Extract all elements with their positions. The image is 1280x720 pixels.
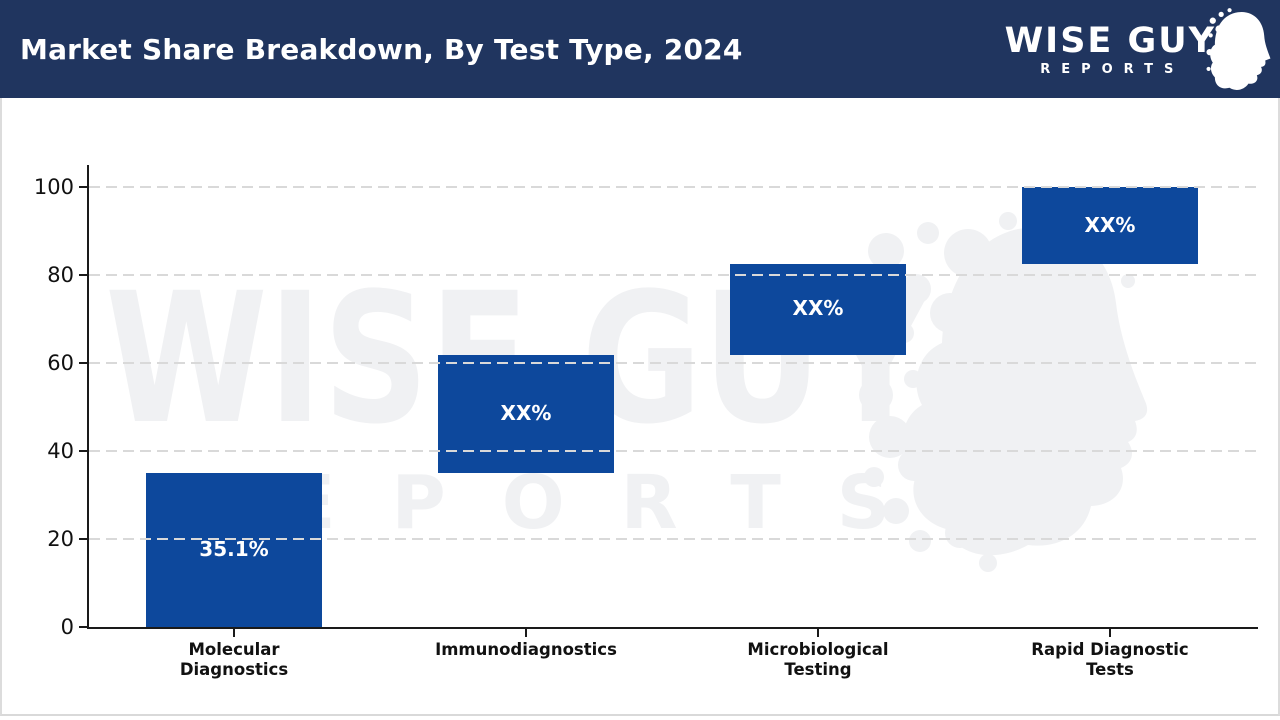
logo-wordmark: WISE GUY [1004,20,1216,61]
y-axis-tick [79,626,87,628]
gridline [89,274,1258,276]
bar-molecular-diagnostics: 35.1% [146,472,322,627]
y-axis-tick [79,538,87,540]
y-axis-tick [79,274,87,276]
category-label-molecular-diagnostics: Molecular Diagnostics [94,640,374,680]
bar-value-label: XX% [1084,212,1136,237]
header-bar: Market Share Breakdown, By Test Type, 20… [0,0,1280,98]
bar-value-label: XX% [500,400,552,425]
chart-area: WISE GUY REPORTS 0 20 40 60 80 100 35.1% XX% XX%… [0,98,1280,720]
watermark-head-icon [859,211,1148,572]
category-label-line: Testing [784,660,852,679]
category-label-immunodiagnostics: Immunodiagnostics [386,640,666,660]
x-axis-tick [233,629,235,637]
y-axis-tick [79,450,87,452]
bar-value-label: 35.1% [199,536,269,561]
bar-microbiological-testing: XX% [730,264,906,355]
logo-subtitle: REPORTS [1040,61,1185,77]
bar-value-label: XX% [792,296,844,321]
gridline [89,450,1258,452]
category-label-line: Microbiological [747,640,889,659]
bar-rapid-diagnostic-tests: XX% [1022,187,1198,264]
category-label-line: Rapid Diagnostic [1031,640,1189,659]
wise-guy-logo-text: WISE GUY REPORTS [1005,22,1216,77]
logo-head-icon [1206,8,1271,90]
y-axis [87,165,89,629]
x-axis-tick [525,629,527,637]
category-label-line: Diagnostics [179,660,289,679]
category-label-rapid-diagnostic-tests: Rapid Diagnostic Tests [970,640,1250,680]
y-axis-tick-label: 0 [60,615,74,639]
gridline [89,362,1258,364]
category-label-line: Tests [1086,660,1134,679]
y-axis-tick [79,186,87,188]
wise-guy-logo: WISE GUY REPORTS [1005,6,1280,92]
y-axis-tick [79,362,87,364]
y-axis-tick-label: 80 [47,263,74,287]
category-label-microbiological-testing: Microbiological Testing [678,640,958,680]
bar-immunodiagnostics: XX% [438,354,614,473]
x-axis-tick [1109,629,1111,637]
y-axis-tick-label: 60 [47,351,74,375]
gridline [89,186,1258,188]
x-axis [87,627,1258,629]
category-label-line: Molecular [188,640,280,659]
y-axis-tick-label: 100 [33,175,74,199]
y-axis-tick-label: 20 [47,527,74,551]
category-label-line: Immunodiagnostics [435,640,617,659]
x-axis-tick [817,629,819,637]
page-title: Market Share Breakdown, By Test Type, 20… [20,32,743,66]
y-axis-tick-label: 40 [47,439,74,463]
gridline [89,538,1258,540]
